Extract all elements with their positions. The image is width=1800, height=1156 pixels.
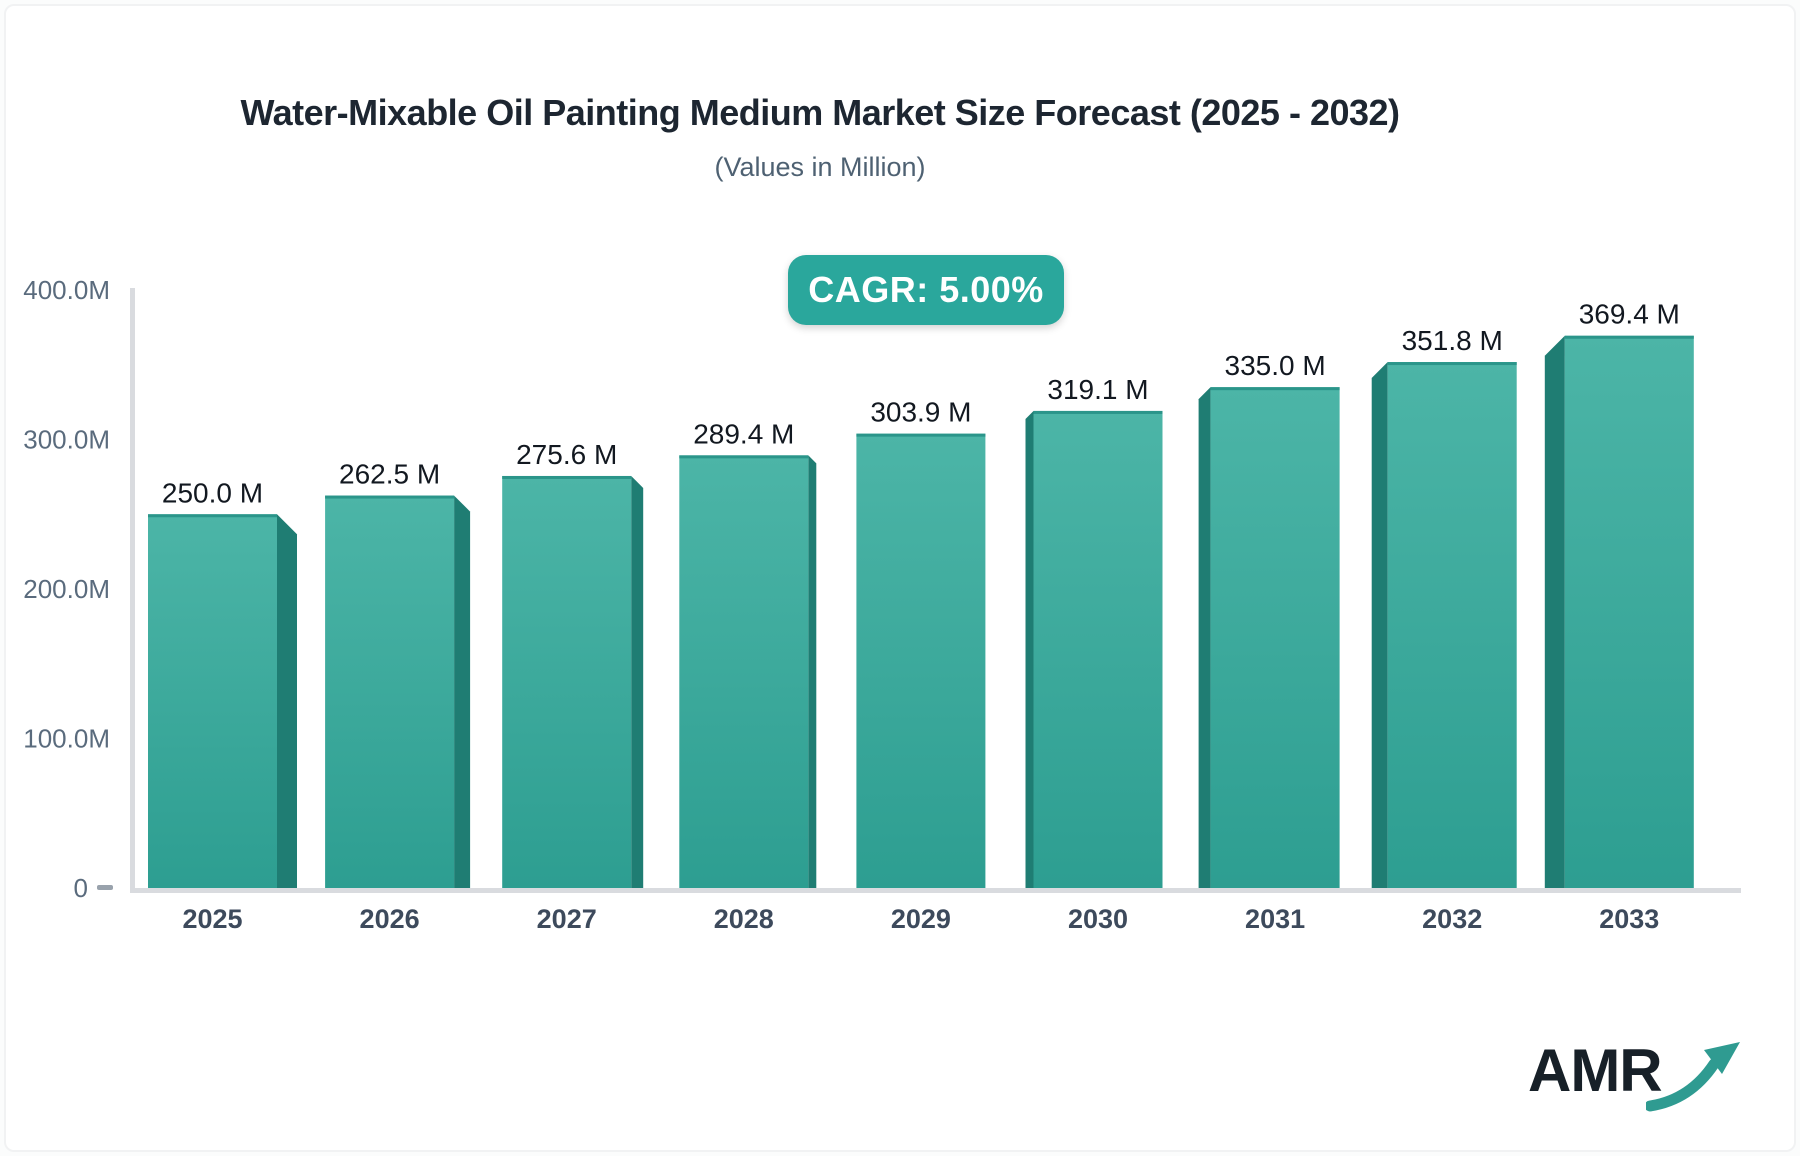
bar-value-label-2029: 303.9 M xyxy=(870,397,971,428)
x-axis-line xyxy=(130,888,1741,893)
bar-face-2028 xyxy=(679,455,809,888)
bar-top-edge-2031 xyxy=(1210,387,1340,391)
bar-top-edge-2033 xyxy=(1564,335,1694,339)
chart-header: Water-Mixable Oil Painting Medium Market… xyxy=(0,92,1640,183)
bar-value-label-2032: 351.8 M xyxy=(1402,325,1503,356)
bar-2026[interactable] xyxy=(325,495,471,888)
y-tick-label-100: 100.0M xyxy=(23,724,110,754)
bar-face-2033 xyxy=(1564,335,1694,888)
bar-side-2033 xyxy=(1544,335,1565,888)
bar-value-label-2028: 289.4 M xyxy=(693,418,794,449)
bar-top-edge-2032 xyxy=(1387,362,1517,366)
x-label-2030: 2030 xyxy=(1068,904,1128,934)
bar-top-edge-2030 xyxy=(1033,410,1163,414)
bar-value-label-2025: 250.0 M xyxy=(162,477,263,508)
bar-side-2032 xyxy=(1371,362,1388,889)
y-tick-label-400: 400.0M xyxy=(23,275,110,305)
bar-2028[interactable] xyxy=(679,455,817,888)
x-label-2026: 2026 xyxy=(360,904,420,934)
y-tick-label-300: 300.0M xyxy=(23,425,110,455)
bar-2025[interactable] xyxy=(148,514,297,888)
bar-top-edge-2025 xyxy=(148,514,277,518)
bar-face-2029 xyxy=(856,433,986,888)
cagr-badge-label: CAGR: 5.00% xyxy=(808,269,1044,310)
amr-logo-text: AMR xyxy=(1528,1037,1663,1104)
bar-2030[interactable] xyxy=(1025,410,1163,888)
bar-2033[interactable] xyxy=(1544,335,1694,888)
x-label-2025: 2025 xyxy=(182,904,242,934)
bar-2031[interactable] xyxy=(1198,387,1340,888)
x-label-2028: 2028 xyxy=(714,904,774,934)
y-tick-label-200: 200.0M xyxy=(23,574,110,604)
bar-value-label-2027: 275.6 M xyxy=(516,439,617,470)
bar-value-label-2031: 335.0 M xyxy=(1225,350,1326,381)
x-label-2027: 2027 xyxy=(537,904,597,934)
growth-arrow-icon xyxy=(1646,1042,1740,1112)
bar-top-edge-2027 xyxy=(502,475,632,479)
zero-tick-dash xyxy=(97,885,113,890)
bar-top-edge-2028 xyxy=(679,455,809,459)
bar-2032[interactable] xyxy=(1371,362,1517,889)
bar-2027[interactable] xyxy=(502,475,644,888)
x-label-2033: 2033 xyxy=(1599,904,1659,934)
bar-face-2025 xyxy=(148,514,277,888)
chart-title: Water-Mixable Oil Painting Medium Market… xyxy=(240,92,1400,133)
bar-face-2031 xyxy=(1210,387,1340,888)
bar-2029[interactable] xyxy=(856,433,986,888)
bar-face-2032 xyxy=(1387,362,1517,889)
bar-value-label-2030: 319.1 M xyxy=(1047,374,1148,405)
bar-side-2026 xyxy=(454,495,471,888)
bar-value-label-2026: 262.5 M xyxy=(339,459,440,490)
bar-side-2031 xyxy=(1198,387,1211,888)
bar-side-2030 xyxy=(1025,410,1034,888)
chart-subtitle: (Values in Million) xyxy=(714,152,926,182)
y-tick-label-0: 0 xyxy=(74,873,88,903)
bar-side-2025 xyxy=(277,514,297,888)
x-label-2032: 2032 xyxy=(1422,904,1482,934)
amr-logo: AMR xyxy=(1528,1034,1740,1114)
bar-value-label-2033: 369.4 M xyxy=(1579,299,1680,330)
bar-face-2027 xyxy=(502,475,632,888)
y-axis-line xyxy=(130,288,135,893)
x-label-2031: 2031 xyxy=(1245,904,1305,934)
cagr-badge: CAGR: 5.00% xyxy=(788,255,1064,325)
bar-side-2027 xyxy=(631,475,644,888)
x-label-2029: 2029 xyxy=(891,904,951,934)
bar-top-edge-2029 xyxy=(856,433,986,437)
bar-top-edge-2026 xyxy=(325,495,455,499)
bar-face-2026 xyxy=(325,495,455,888)
bar-face-2030 xyxy=(1033,410,1163,888)
bar-side-2028 xyxy=(808,455,817,888)
